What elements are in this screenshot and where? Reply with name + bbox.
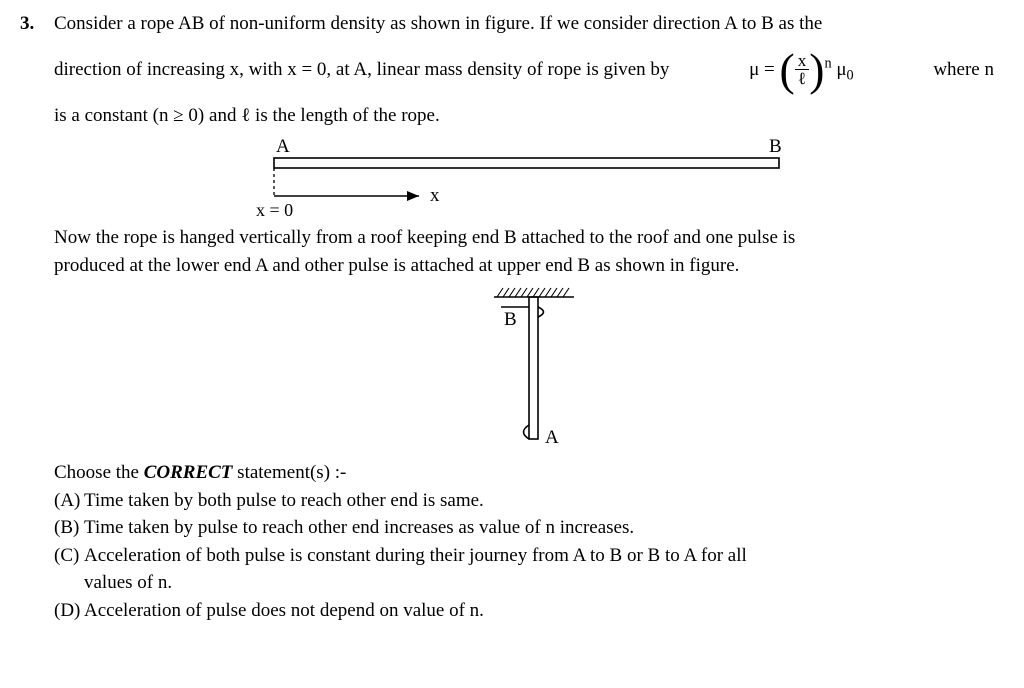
x-arrowhead-icon (407, 191, 419, 201)
para2-line2: produced at the lower end A and other pu… (54, 252, 994, 280)
fig1-label-a: A (276, 138, 290, 157)
frac-num: x (795, 52, 810, 71)
correct-word: CORRECT (144, 462, 233, 483)
text-1a: Consider a rope AB of non-uniform densit… (54, 13, 822, 34)
hatching-icon (497, 288, 569, 297)
figure-1: A B x x = 0 (244, 138, 804, 218)
rope-rect (274, 158, 779, 168)
eq-sym: = (764, 58, 775, 79)
fig1-label-b: B (769, 138, 782, 157)
choose-line: Choose the CORRECT statement(s) :- (54, 459, 994, 487)
rope-horizontal-svg: A B x x = 0 (244, 138, 804, 218)
lparen-icon: ( (780, 44, 795, 95)
para-line2: direction of increasing x, with x = 0, a… (54, 52, 994, 89)
frac-den: ℓ (795, 70, 810, 88)
choose-2: statement(s) :- (232, 462, 346, 483)
choose-1: Choose the (54, 462, 144, 483)
text-p2a: Now the rope is hanged vertically from a… (54, 227, 795, 248)
para-line3: is a constant (n ≥ 0) and ℓ is the lengt… (54, 102, 994, 130)
question-row: 3. Consider a rope AB of non-uniform den… (20, 10, 994, 624)
option-b: (B)Time taken by pulse to reach other en… (54, 514, 994, 542)
mu2-sym: μ (836, 58, 846, 79)
optD-label: (D) (54, 597, 84, 625)
pulse-bottom-icon (524, 425, 530, 439)
rparen-icon: ) (809, 44, 824, 95)
option-a: (A)Time taken by both pulse to reach oth… (54, 487, 994, 515)
text-3: is a constant (n ≥ 0) and ℓ is the lengt… (54, 105, 440, 126)
rope-vert (529, 297, 538, 439)
figure-2: B A (439, 285, 609, 455)
text-p2b: produced at the lower end A and other pu… (54, 255, 739, 276)
fig2-label-a: A (545, 427, 559, 448)
optA-label: (A) (54, 487, 84, 515)
fig1-x0-label: x = 0 (256, 200, 293, 218)
fraction: xℓ (795, 52, 810, 89)
optA-text: Time taken by both pulse to reach other … (84, 490, 484, 511)
fig1-x-label: x (430, 185, 440, 206)
optB-text: Time taken by pulse to reach other end i… (84, 517, 634, 538)
mu0-sub: 0 (847, 67, 854, 83)
text-2a: direction of increasing x, with x = 0, a… (54, 56, 669, 84)
question-number: 3. (20, 10, 54, 624)
optC-text1: Acceleration of both pulse is constant d… (84, 545, 747, 566)
fig2-label-b: B (504, 309, 517, 330)
question-body: Consider a rope AB of non-uniform densit… (54, 10, 994, 624)
text-2b: where n (933, 56, 994, 84)
exp-n: n (824, 55, 831, 71)
optB-label: (B) (54, 514, 84, 542)
option-c: (C)Acceleration of both pulse is constan… (54, 542, 994, 570)
optD-text: Acceleration of pulse does not depend on… (84, 600, 484, 621)
option-d: (D)Acceleration of pulse does not depend… (54, 597, 994, 625)
optC-label: (C) (54, 542, 84, 570)
option-c-cont: values of n. (54, 569, 994, 597)
para-line1: Consider a rope AB of non-uniform densit… (54, 10, 994, 38)
optC-spacer (54, 569, 84, 597)
para2-line1: Now the rope is hanged vertically from a… (54, 224, 994, 252)
formula-mu: μ = (xℓ)n μ0 (749, 52, 854, 89)
mu-sym: μ (749, 58, 759, 79)
pulse-top-icon (538, 307, 544, 317)
optC-text2: values of n. (84, 572, 172, 593)
rope-vertical-svg: B A (439, 285, 609, 455)
